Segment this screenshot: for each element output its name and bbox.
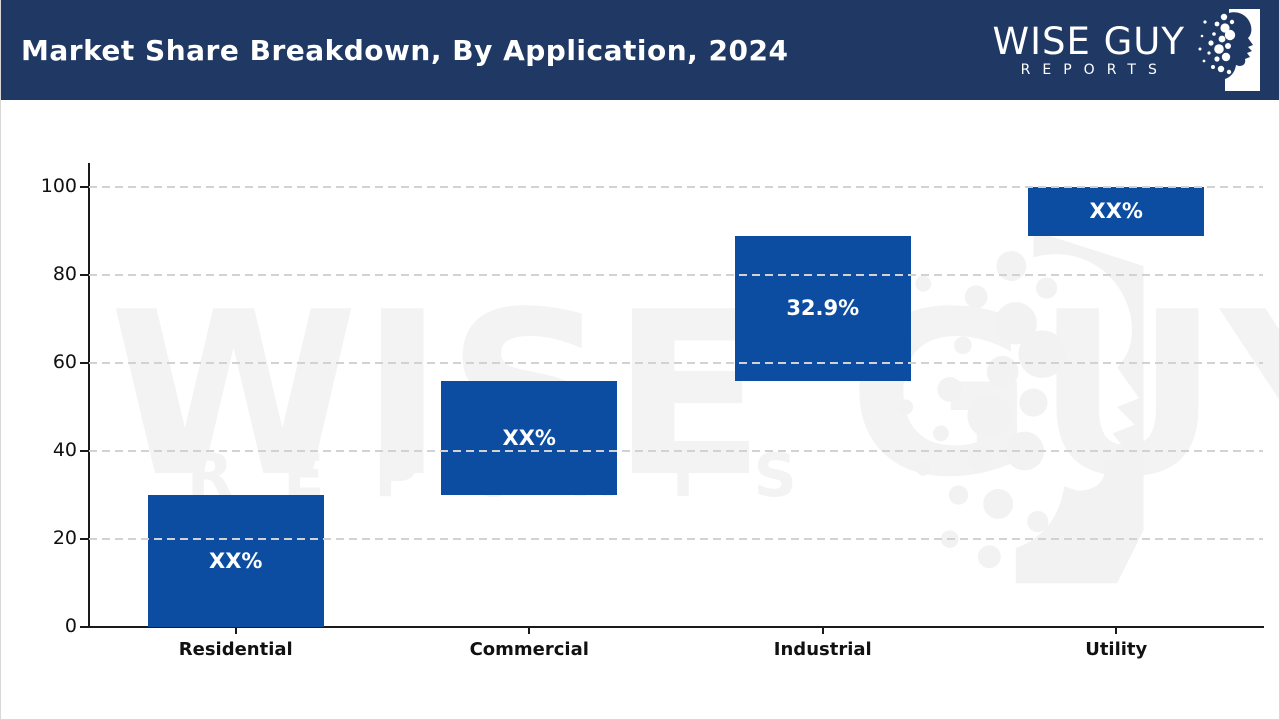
bar-value-label: XX% xyxy=(502,425,556,450)
watermark-dotted-head xyxy=(898,230,1144,584)
x-tick-mark xyxy=(1115,628,1118,634)
logo-subtitle: REPORTS xyxy=(1020,62,1169,79)
header-bar: Market Share Breakdown, By Application, … xyxy=(1,0,1279,100)
wise-guy-reports-logo: WISE GUY REPORTS xyxy=(993,8,1267,94)
x-category-label: Residential xyxy=(178,639,293,660)
x-axis-line xyxy=(88,626,1264,628)
gridline-20 xyxy=(89,538,1263,540)
y-tick-mark xyxy=(80,626,88,628)
y-axis-line xyxy=(88,163,90,628)
y-tick-label: 100 xyxy=(40,175,77,197)
x-tick-mark xyxy=(821,628,824,634)
dotted-head-icon xyxy=(1198,9,1260,91)
y-tick-mark xyxy=(80,450,88,452)
y-tick-mark xyxy=(80,274,88,276)
y-tick-label: 40 xyxy=(52,439,77,461)
logo-text: WISE GUY REPORTS xyxy=(992,20,1185,79)
chart-title: Market Share Breakdown, By Application, … xyxy=(21,33,789,67)
y-tick-label: 0 xyxy=(64,615,77,637)
y-tick-mark xyxy=(80,362,88,364)
x-category-label: Commercial xyxy=(469,639,589,660)
bar-commercial: XX% xyxy=(441,380,618,495)
y-tick-label: 60 xyxy=(52,351,77,373)
gridline-80 xyxy=(89,274,1263,276)
y-tick-mark xyxy=(80,538,88,540)
bar-value-label: 32.9% xyxy=(786,296,860,321)
gridline-40 xyxy=(89,450,1263,452)
bar-utility: XX% xyxy=(1028,187,1205,236)
watermark-wordmark: WISE GUY xyxy=(109,264,1280,527)
logo-wordmark: WISE GUY xyxy=(992,20,1185,64)
x-tick-mark xyxy=(234,628,237,634)
y-tick-label: 20 xyxy=(52,527,77,549)
bar-industrial: 32.9% xyxy=(734,235,911,381)
gridline-100 xyxy=(89,186,1263,188)
bar-value-label: XX% xyxy=(1089,199,1143,224)
y-tick-label: 80 xyxy=(52,263,77,285)
x-category-label: Utility xyxy=(1085,639,1148,660)
y-tick-mark xyxy=(80,186,88,188)
bar-residential: XX% xyxy=(147,495,324,627)
x-category-label: Industrial xyxy=(773,639,872,660)
x-tick-mark xyxy=(528,628,531,634)
gridline-60 xyxy=(89,362,1263,364)
bar-value-label: XX% xyxy=(209,549,263,573)
